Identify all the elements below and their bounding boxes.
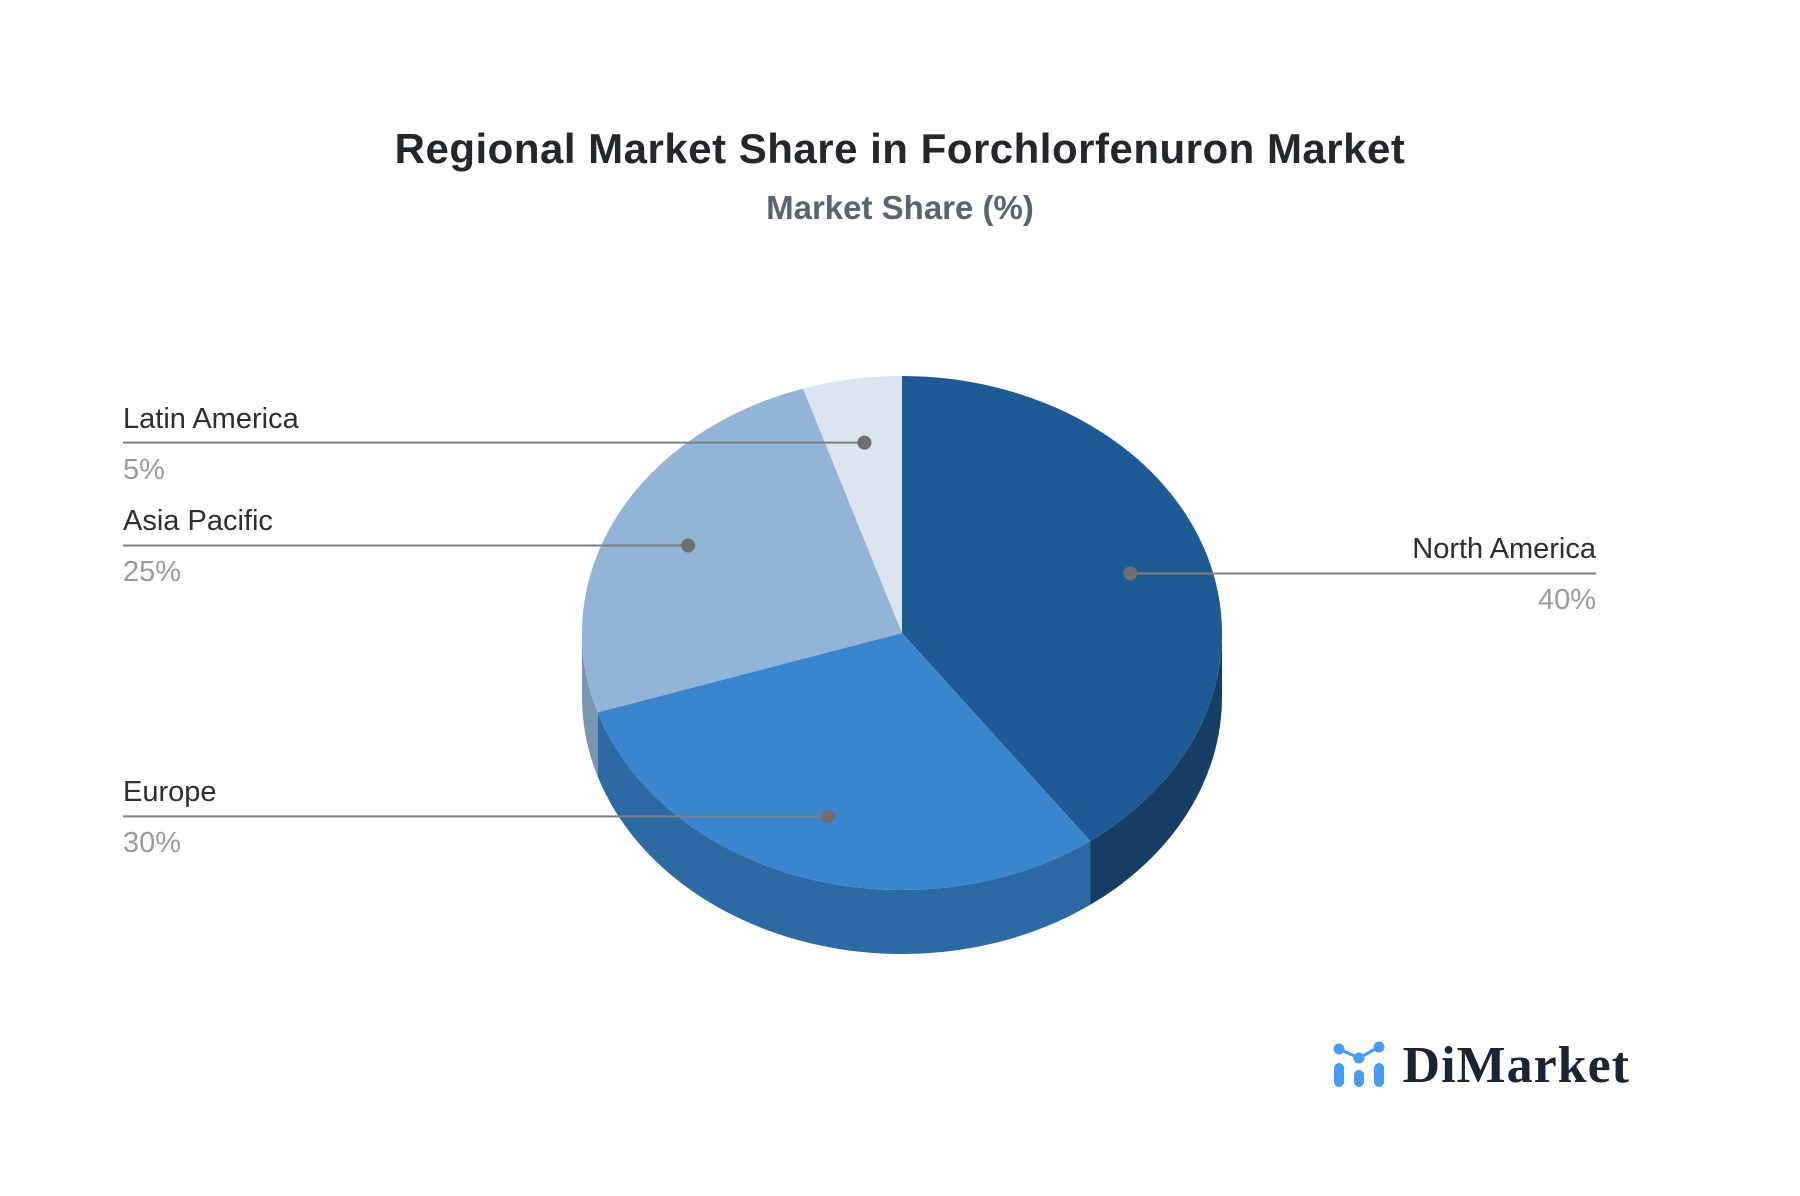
chart-title: Regional Market Share in Forchlorfenuron…	[394, 125, 1406, 172]
logo-trend-dot-1	[1333, 1043, 1345, 1055]
leader-dot-north-america	[1123, 566, 1138, 581]
leader-dot-europe	[820, 809, 835, 824]
chart-subtitle: Market Share (%)	[766, 189, 1034, 226]
leader-dot-asia-pacific	[681, 538, 696, 553]
pie-slice-latin-america[interactable]	[803, 376, 902, 633]
logo-bar-1	[1333, 1063, 1344, 1087]
logo-trend-dot-3	[1373, 1041, 1385, 1053]
pie-slice-side-asia-pacific	[582, 633, 598, 777]
logo-bar-3	[1373, 1063, 1384, 1087]
pie-slice-side-europe	[597, 712, 1091, 955]
bar-chart-logo-icon	[1333, 1041, 1385, 1087]
brand-logo: DiMarket	[1331, 1040, 1630, 1092]
logo-trend-dot-2	[1353, 1052, 1365, 1064]
pie-slice-europe[interactable]	[597, 633, 1091, 891]
pie-slice-side-north-america	[1090, 633, 1222, 905]
logo-bar-2	[1353, 1070, 1364, 1087]
pie-slice-north-america[interactable]	[902, 376, 1223, 841]
brand-logo-text: DiMarket	[1402, 1037, 1630, 1094]
pie-slice-asia-pacific[interactable]	[581, 388, 902, 713]
leader-dot-latin-america	[857, 435, 872, 450]
